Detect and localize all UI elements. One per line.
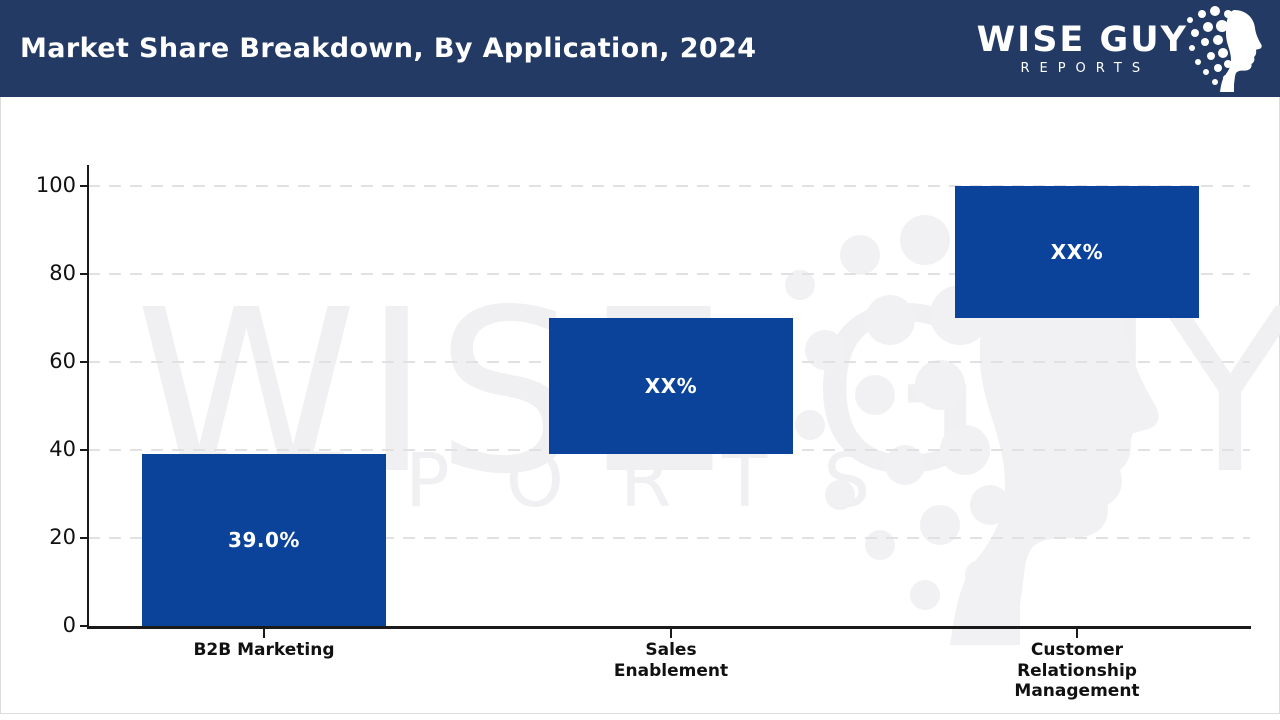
y-axis-tick-label: 0	[62, 613, 76, 637]
bar-value-label: XX%	[1050, 240, 1104, 264]
y-axis-tick	[80, 273, 88, 275]
page-title: Market Share Breakdown, By Application, …	[20, 33, 757, 64]
x-axis-line	[87, 626, 1251, 629]
x-axis-tick	[263, 629, 265, 638]
y-axis-tick-label: 20	[49, 525, 76, 549]
y-axis-tick-label: 100	[35, 173, 76, 197]
brand-logo-text: WISE GUY REPORTS	[976, 19, 1188, 76]
y-axis-line	[87, 165, 89, 629]
bar-value-label: XX%	[644, 374, 698, 399]
brand-logo: WISE GUY REPORTS	[976, 5, 1280, 92]
x-axis-tick	[670, 629, 672, 638]
bar: XX%	[549, 318, 793, 455]
bar: 39.0%	[142, 454, 386, 626]
y-axis-tick	[80, 625, 88, 627]
header-bar: Market Share Breakdown, By Application, …	[0, 0, 1280, 97]
brand-subname: REPORTS	[1020, 60, 1151, 76]
gridline	[88, 273, 1250, 275]
x-category-label: B2B Marketing	[193, 640, 335, 660]
dotted-face-icon	[1187, 5, 1262, 92]
y-axis-tick	[80, 185, 88, 187]
x-category-label: Customer Relationship Management	[1014, 640, 1140, 702]
x-category-label: Sales Enablement	[613, 640, 729, 681]
y-axis-tick	[80, 449, 88, 451]
y-axis-tick-label: 80	[49, 261, 76, 285]
y-axis-tick-label: 40	[49, 437, 76, 461]
y-axis-tick	[80, 361, 88, 363]
x-axis-tick	[1076, 629, 1078, 638]
bar: XX%	[955, 186, 1199, 318]
y-axis-tick	[80, 537, 88, 539]
gridline	[88, 537, 1250, 539]
brand-name: WISE GUY	[976, 19, 1188, 60]
gridline	[88, 185, 1250, 187]
y-axis-tick-label: 60	[49, 349, 76, 373]
bar-value-label: 39.0%	[228, 528, 300, 553]
